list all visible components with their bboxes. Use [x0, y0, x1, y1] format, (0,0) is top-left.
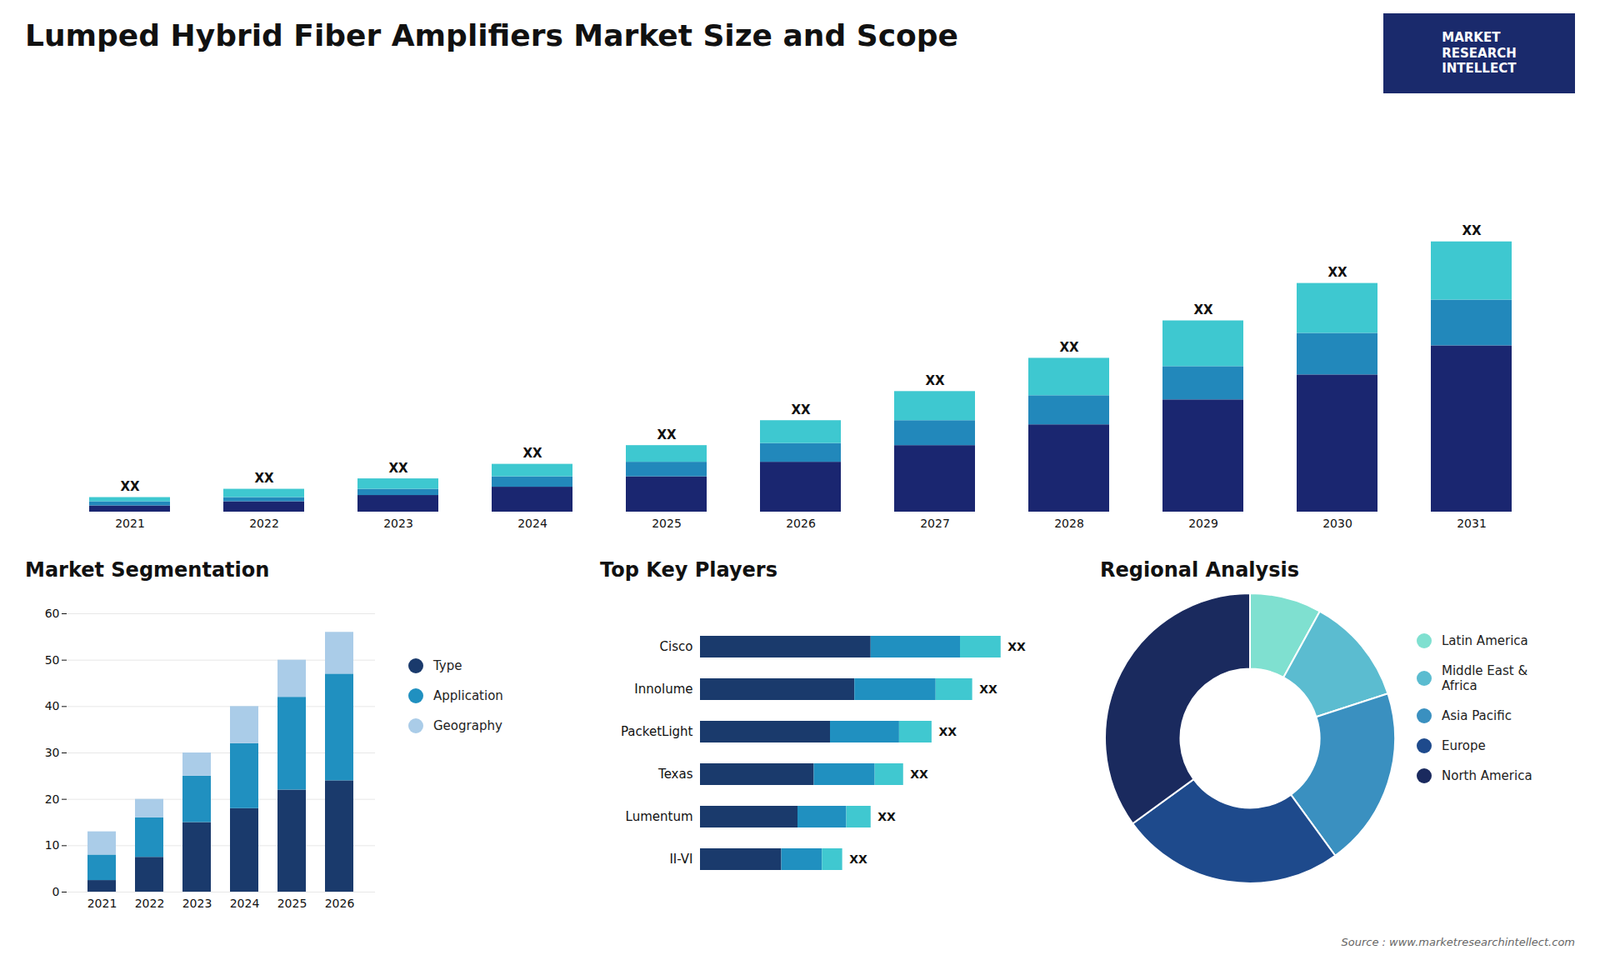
svg-text:II-VI: II-VI — [669, 851, 693, 867]
svg-text:2029: 2029 — [1188, 516, 1219, 530]
html-text:Application: Application — [433, 688, 504, 704]
svg-text:2024: 2024 — [517, 516, 548, 530]
html-text:Type: Type — [433, 658, 463, 674]
svg-text:XX: XX — [120, 479, 140, 495]
svg-text:Lumentum: Lumentum — [625, 809, 694, 825]
svg-text:20: 20 — [45, 792, 60, 806]
svg-text:2022: 2022 — [249, 516, 280, 530]
svg-text:Texas: Texas — [657, 766, 694, 782]
svg-text:30: 30 — [45, 745, 60, 760]
html-text:Europe: Europe — [1441, 738, 1486, 754]
svg-text:2021: 2021 — [87, 896, 118, 910]
html-text:Middle East & Africa: Middle East & Africa — [1441, 663, 1528, 694]
svg-text:60: 60 — [45, 606, 60, 620]
svg-text:2025: 2025 — [277, 896, 308, 910]
svg-text:2023: 2023 — [182, 896, 213, 910]
svg-text:XX: XX — [1461, 223, 1482, 239]
html-text:Market Segmentation: Market Segmentation — [25, 558, 270, 582]
html-text:Top Key Players: Top Key Players — [600, 558, 778, 582]
svg-text:40: 40 — [45, 699, 60, 713]
svg-text:2024: 2024 — [230, 896, 260, 910]
svg-text:2027: 2027 — [920, 516, 950, 530]
html-text:Geography: Geography — [433, 718, 503, 734]
svg-text:2031: 2031 — [1456, 516, 1487, 530]
svg-text:XX: XX — [254, 470, 275, 486]
svg-text:50: 50 — [45, 653, 60, 667]
svg-text:XX: XX — [925, 373, 945, 389]
html-text:MARKET RESEARCH INTELLECT: MARKET RESEARCH INTELLECT — [1441, 29, 1517, 77]
svg-text:XX: XX — [938, 725, 957, 739]
svg-text:XX: XX — [1327, 265, 1348, 280]
svg-text:2028: 2028 — [1054, 516, 1085, 530]
html-text:North America: North America — [1441, 768, 1533, 784]
svg-text:Innolume: Innolume — [634, 681, 693, 697]
svg-text:PacketLight: PacketLight — [620, 724, 694, 740]
html-text:Regional Analysis: Regional Analysis — [1100, 558, 1300, 582]
svg-text:XX: XX — [877, 810, 896, 824]
svg-text:XX: XX — [979, 682, 998, 696]
html-text:Asia Pacific: Asia Pacific — [1441, 708, 1512, 724]
svg-text:XX: XX — [1059, 340, 1080, 355]
svg-text:2026: 2026 — [325, 896, 355, 910]
svg-text:XX: XX — [656, 427, 677, 443]
svg-text:2022: 2022 — [135, 896, 165, 910]
svg-text:XX: XX — [1007, 640, 1026, 654]
svg-text:10: 10 — [45, 838, 60, 852]
svg-text:2021: 2021 — [115, 516, 145, 530]
svg-text:2026: 2026 — [785, 516, 816, 530]
svg-text:0: 0 — [52, 885, 60, 899]
html-text:Source : www.marketresearchint: Source : www.marketresearchintellect.com — [1341, 935, 1575, 949]
html-text:Latin America: Latin America — [1441, 633, 1529, 649]
svg-text:Cisco: Cisco — [660, 639, 694, 655]
svg-text:XX: XX — [910, 767, 929, 781]
svg-text:XX: XX — [388, 460, 409, 476]
svg-text:XX: XX — [1193, 302, 1214, 318]
svg-text:2030: 2030 — [1322, 516, 1353, 530]
svg-text:2023: 2023 — [383, 516, 414, 530]
svg-text:XX: XX — [790, 402, 811, 418]
html-text:Lumped Hybrid Fiber Amplifiers: Lumped Hybrid Fiber Amplifiers Market Si… — [25, 18, 959, 53]
svg-text:XX: XX — [522, 445, 543, 461]
svg-text:2025: 2025 — [651, 516, 682, 530]
svg-text:XX: XX — [849, 852, 868, 866]
